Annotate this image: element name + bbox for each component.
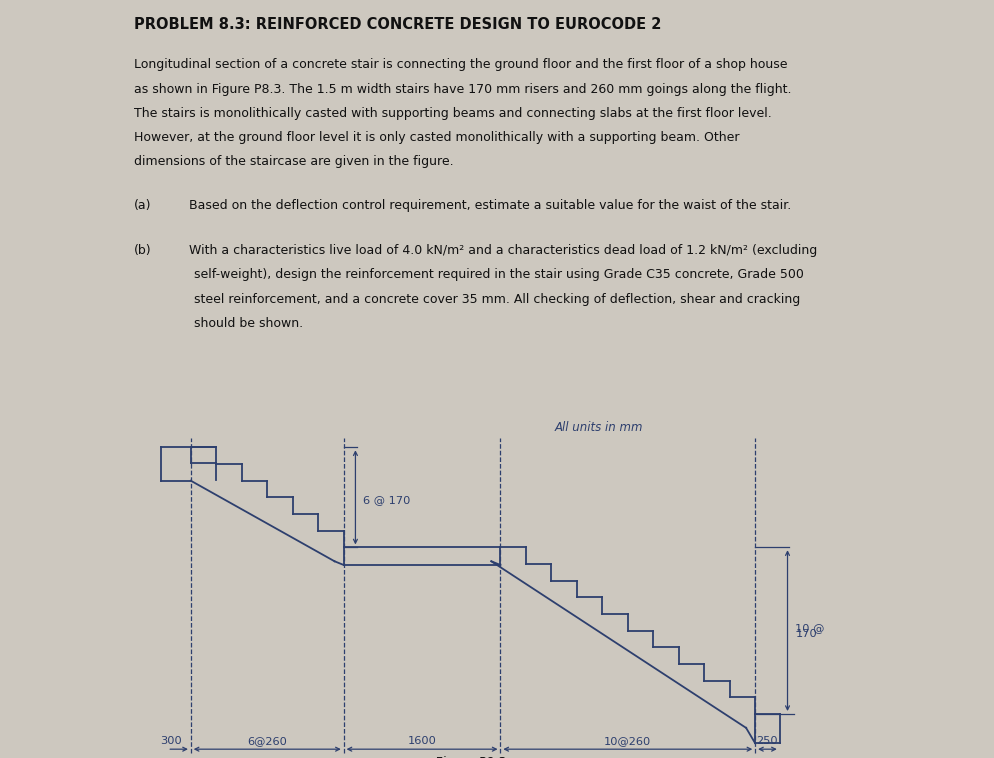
Text: 250: 250 [755,736,777,746]
Text: steel reinforcement, and a concrete cover 35 mm. All checking of deflection, she: steel reinforcement, and a concrete cove… [194,293,799,305]
Text: However, at the ground floor level it is only casted monolithically with a suppo: However, at the ground floor level it is… [134,131,740,144]
Text: PROBLEM 8.3: REINFORCED CONCRETE DESIGN TO EUROCODE 2: PROBLEM 8.3: REINFORCED CONCRETE DESIGN … [134,17,661,32]
Text: (b): (b) [134,244,152,257]
Text: should be shown.: should be shown. [194,317,303,330]
Text: With a characteristics live load of 4.0 kN/m² and a characteristics dead load of: With a characteristics live load of 4.0 … [189,244,816,257]
Text: Based on the deflection control requirement, estimate a suitable value for the w: Based on the deflection control requirem… [189,199,790,211]
Text: 6@260: 6@260 [248,736,287,746]
Text: self-weight), design the reinforcement required in the stair using Grade C35 con: self-weight), design the reinforcement r… [194,268,803,281]
Text: 6 @ 170: 6 @ 170 [363,495,411,506]
Text: 10@260: 10@260 [603,736,651,746]
Text: All units in mm: All units in mm [554,421,642,434]
Text: 10 @: 10 @ [794,623,824,633]
Text: Figure P8.3: Figure P8.3 [434,756,506,758]
Text: dimensions of the staircase are given in the figure.: dimensions of the staircase are given in… [134,155,453,168]
Text: (a): (a) [134,199,152,211]
Text: The stairs is monolithically casted with supporting beams and connecting slabs a: The stairs is monolithically casted with… [134,107,771,120]
Text: as shown in Figure P8.3. The 1.5 m width stairs have 170 mm risers and 260 mm go: as shown in Figure P8.3. The 1.5 m width… [134,83,791,96]
Text: Longitudinal section of a concrete stair is connecting the ground floor and the : Longitudinal section of a concrete stair… [134,58,787,71]
Text: 170: 170 [794,628,816,638]
Text: 1600: 1600 [408,736,436,746]
Text: 300: 300 [160,736,182,746]
